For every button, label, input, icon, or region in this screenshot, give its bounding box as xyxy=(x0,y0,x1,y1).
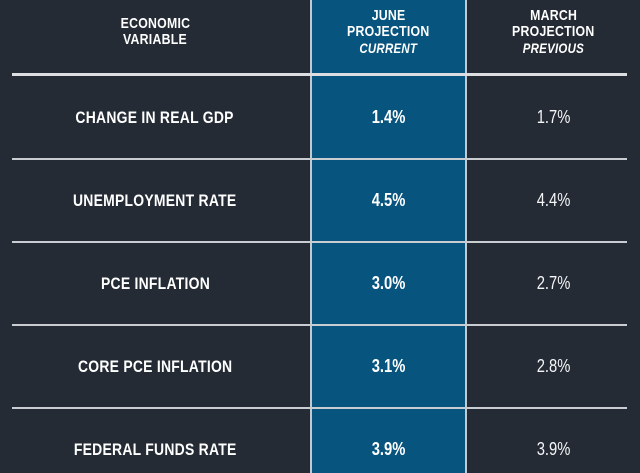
header-separator-line xyxy=(12,73,627,76)
table-row: CHANGE IN REAL GDP 1.4% 1.7% xyxy=(0,76,640,159)
june-value-cell: 3.0% xyxy=(310,242,467,325)
table-row: UNEMPLOYMENT RATE 4.5% 4.4% xyxy=(0,159,640,242)
table-row: CORE PCE INFLATION 3.1% 2.8% xyxy=(0,325,640,408)
june-value: 3.1% xyxy=(371,356,406,376)
june-value-cell: 3.9% xyxy=(310,408,467,473)
june-value: 3.9% xyxy=(371,439,406,459)
june-value: 3.0% xyxy=(371,273,406,293)
header-economic-line2: VARIABLE xyxy=(123,31,187,48)
row-label: CHANGE IN REAL GDP xyxy=(75,107,235,127)
header-june-line1: JUNE xyxy=(371,7,406,24)
june-value-cell: 4.5% xyxy=(310,159,467,242)
june-value: 4.5% xyxy=(371,190,406,210)
row-label-cell: FEDERAL FUNDS RATE xyxy=(0,408,310,473)
march-value: 1.7% xyxy=(536,107,571,127)
header-economic-line1: ECONOMIC xyxy=(120,15,190,32)
row-label: PCE INFLATION xyxy=(100,273,210,293)
row-label-cell: PCE INFLATION xyxy=(0,242,310,325)
header-cell-june-projection: JUNE PROJECTION CURRENT xyxy=(310,0,467,76)
row-label-cell: CORE PCE INFLATION xyxy=(0,325,310,408)
row-separator-line xyxy=(12,158,627,160)
row-separator-line xyxy=(12,241,627,243)
june-column-highlight xyxy=(310,0,467,473)
table-header-row: ECONOMIC VARIABLE JUNE PROJECTION CURREN… xyxy=(0,0,640,76)
march-value-cell: 4.4% xyxy=(467,159,640,242)
row-label: FEDERAL FUNDS RATE xyxy=(73,439,237,459)
march-value-cell: 2.7% xyxy=(467,242,640,325)
row-separator-line xyxy=(12,324,627,326)
row-label: UNEMPLOYMENT RATE xyxy=(73,190,237,210)
march-value: 4.4% xyxy=(536,190,571,210)
header-march-sublabel: PREVIOUS xyxy=(522,40,585,56)
june-value-cell: 1.4% xyxy=(310,76,467,159)
header-march-line2: PROJECTION xyxy=(512,23,595,40)
row-label-cell: UNEMPLOYMENT RATE xyxy=(0,159,310,242)
june-value: 1.4% xyxy=(371,107,406,127)
header-cell-march-projection: MARCH PROJECTION PREVIOUS xyxy=(467,0,640,76)
march-value-cell: 1.7% xyxy=(467,76,640,159)
march-value: 2.8% xyxy=(536,356,571,376)
header-june-line2: PROJECTION xyxy=(347,23,430,40)
march-value: 2.7% xyxy=(536,273,571,293)
march-value-cell: 3.9% xyxy=(467,408,640,473)
header-march-line1: MARCH xyxy=(529,7,577,24)
march-value: 3.9% xyxy=(536,439,571,459)
table-row: FEDERAL FUNDS RATE 3.9% 3.9% xyxy=(0,408,640,473)
row-label: CORE PCE INFLATION xyxy=(77,356,233,376)
header-june-sublabel: CURRENT xyxy=(359,40,418,56)
table-row: PCE INFLATION 3.0% 2.7% xyxy=(0,242,640,325)
june-value-cell: 3.1% xyxy=(310,325,467,408)
march-value-cell: 2.8% xyxy=(467,325,640,408)
row-separator-line xyxy=(12,407,627,409)
row-label-cell: CHANGE IN REAL GDP xyxy=(0,76,310,159)
header-cell-economic-variable: ECONOMIC VARIABLE xyxy=(0,0,310,76)
